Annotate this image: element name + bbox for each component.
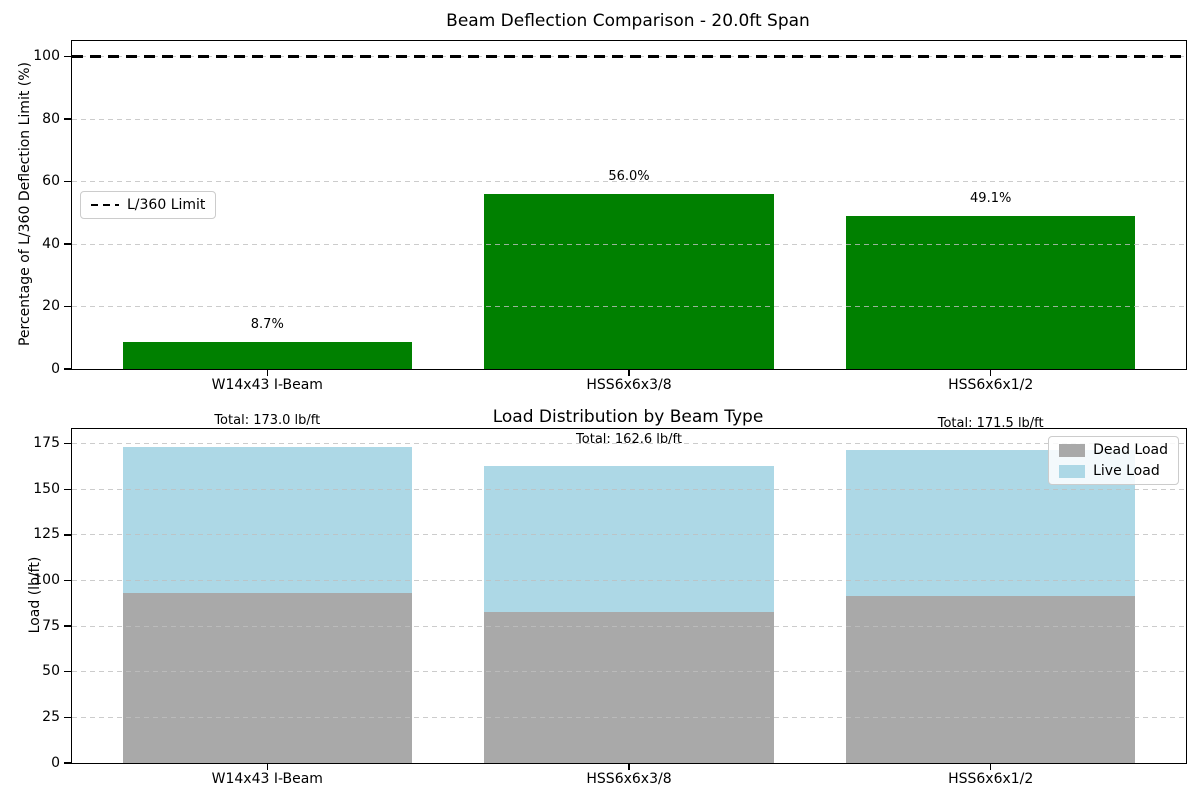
legend-label: Live Load: [1093, 463, 1160, 479]
y-tick-mark: [63, 671, 71, 673]
deflection-chart-y-axis-label: Percentage of L/360 Deflection Limit (%): [17, 62, 33, 347]
stack-total-label: Total: 173.0 lb/ft: [214, 413, 321, 429]
y-tick-label: 25: [42, 708, 60, 725]
y-tick-mark: [63, 762, 71, 764]
y-tick-mark: [63, 716, 71, 719]
gridline: [72, 118, 1186, 120]
y-tick-label: 125: [33, 526, 60, 543]
gridline: [72, 716, 1186, 718]
legend-entry: L/360 Limit: [91, 197, 205, 213]
gridline: [72, 625, 1186, 627]
bar-value-label: 8.7%: [250, 316, 284, 332]
bar-segment-dead-load: [846, 596, 1136, 763]
dashed-line-legend-key: [91, 203, 119, 207]
y-tick-mark: [63, 55, 71, 58]
deflection-chart-axes: 0 20 40 60 80 100 W14x43 I-Beam HSS6x6x3/8 HSS6x…: [33, 40, 1187, 393]
legend: L/360 Limit: [80, 191, 217, 219]
y-tick-mark: [63, 243, 71, 245]
y-tick-mark: [63, 368, 71, 370]
x-tick-mark: [990, 763, 992, 770]
y-tick-label: 60: [42, 173, 60, 190]
x-tick-mark: [266, 763, 268, 770]
x-tick-label: W14x43 I-Beam: [211, 771, 323, 787]
legend-entry: Dead Load: [1059, 442, 1168, 458]
y-tick-mark: [63, 534, 71, 536]
x-tick-mark: [628, 763, 630, 770]
deflection-chart-title: Beam Deflection Comparison - 20.0ft Span: [446, 11, 810, 31]
gridline: [72, 579, 1186, 581]
legend-entry: Live Load: [1059, 463, 1168, 479]
y-tick-label: 75: [42, 617, 60, 634]
legend-label: L/360 Limit: [127, 197, 206, 213]
y-tick-label: 100: [33, 48, 60, 65]
legend-label: Dead Load: [1093, 442, 1168, 458]
y-tick-mark: [63, 488, 71, 490]
bar-value-label: 49.1%: [970, 190, 1012, 206]
bar-segment-dead-load: [122, 593, 412, 763]
patch-legend-key: [1059, 464, 1086, 478]
x-tick-mark: [628, 369, 630, 376]
bar-segment-live-load: [484, 466, 774, 613]
stack-total-label: Total: 171.5 lb/ft: [937, 416, 1044, 431]
x-tick-label: W14x43 I-Beam: [211, 377, 323, 393]
y-tick-mark: [63, 442, 71, 445]
x-tick-mark: [266, 369, 268, 376]
bar-segment-live-load: [122, 447, 412, 594]
bar-segment-hss6x6x3-8: [484, 194, 774, 369]
gridline: [72, 534, 1186, 536]
y-tick-label: 175: [33, 435, 60, 452]
x-tick-label: HSS6x6x3/8: [586, 771, 672, 787]
legend: Dead Load Live Load: [1048, 436, 1179, 485]
y-tick-mark: [63, 118, 71, 120]
gridline: [72, 306, 1186, 308]
y-tick-mark: [63, 625, 71, 627]
bar-segment-hss6x6x1-2: [846, 215, 1136, 369]
x-tick-label: HSS6x6x1/2: [948, 377, 1034, 393]
gridline: [72, 671, 1186, 673]
x-tick-label: HSS6x6x1/2: [948, 771, 1034, 787]
gridline: [72, 181, 1186, 183]
y-tick-mark: [63, 305, 71, 308]
gridline: [72, 443, 1186, 445]
load-chart-axes: 0 25 50 75 100 125 150 175 W14x43 I-Beam HSS6x6x3…: [33, 413, 1187, 787]
bar-value-label: 56.0%: [608, 169, 650, 185]
y-tick-label: 40: [42, 235, 60, 252]
bar-segment-w14x43-i-beam: [122, 341, 412, 369]
stack-total-label: Total: 162.6 lb/ft: [576, 432, 682, 448]
y-tick-mark: [63, 180, 71, 183]
y-tick-label: 20: [42, 298, 60, 315]
gridline: [72, 488, 1186, 490]
x-tick-mark: [990, 369, 992, 376]
patch-legend-key: [1059, 443, 1086, 457]
y-tick-mark: [63, 579, 71, 582]
y-tick-label: 0: [51, 360, 60, 377]
y-tick-label: 50: [42, 663, 60, 680]
y-tick-label: 150: [33, 480, 60, 497]
y-tick-label: 80: [42, 110, 60, 127]
load-chart-title: Load Distribution by Beam Type: [492, 407, 764, 427]
bar-segment-dead-load: [484, 612, 774, 763]
y-tick-label: 0: [51, 754, 60, 771]
x-tick-label: HSS6x6x3/8: [586, 377, 672, 393]
deflection-limit-line: [72, 55, 1186, 58]
y-tick-label: 100: [33, 571, 60, 588]
gridline: [72, 243, 1186, 245]
